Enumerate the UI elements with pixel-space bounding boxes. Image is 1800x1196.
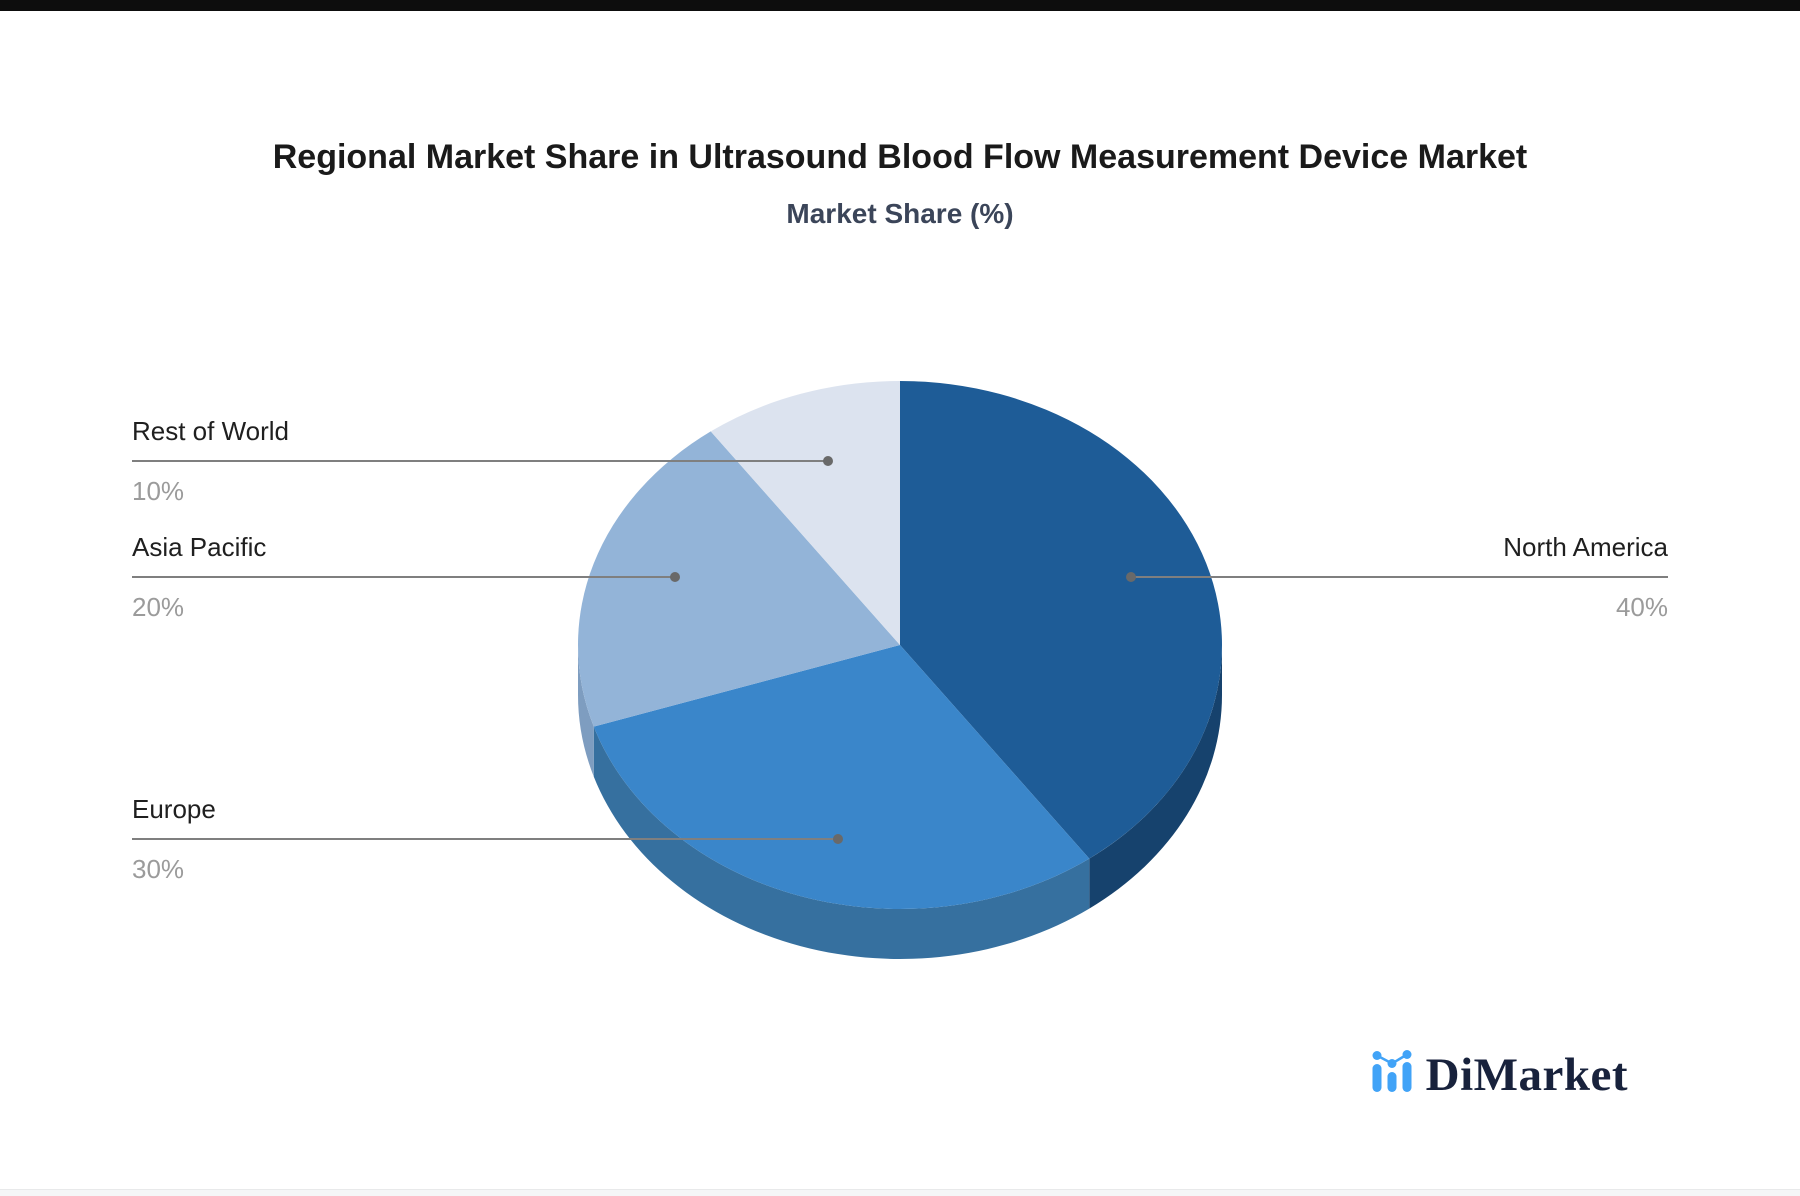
logo-wordmark: DiMarket [1425,1049,1628,1101]
pie-slice-north-america [900,381,1223,859]
slice-value-rest-of-world: 10% [132,476,185,506]
leader-dot-europe [833,834,843,844]
leader-dot-asia-pacific [670,572,680,582]
slice-label-asia-pacific: Asia Pacific [132,532,267,562]
leader-line-europe [132,838,838,840]
leader-line-asia-pacific [132,576,675,578]
slice-value-europe: 30% [132,854,185,884]
leader-line-rest-of-world [132,460,828,462]
slice-label-europe: Europe [132,794,216,824]
chart-title: Regional Market Share in Ultrasound Bloo… [272,138,1528,176]
slice-value-north-america: 40% [1615,592,1668,622]
pie-slice-rest-of-world [710,381,900,645]
bottom-edge-bar [0,1189,1800,1196]
chart-subtitle: Market Share (%) [786,198,1014,229]
dimarket-logo: DiMarket [1371,1050,1628,1100]
pie-side-north-america [1089,645,1222,909]
bar-line-chart-icon [1372,1050,1412,1092]
pie-slice-europe [593,645,1090,910]
slice-label-rest-of-world: Rest of World [132,416,290,446]
slice-value-asia-pacific: 20% [132,592,185,622]
pie-slice-asia-pacific [577,431,900,727]
leader-dot-north-america [1126,572,1136,582]
top-edge-bar [0,0,1800,11]
slice-label-north-america: North America [1503,532,1668,562]
leader-dot-rest-of-world [823,456,833,466]
pie-side-europe [593,726,1090,960]
pie-side-asia-pacific [578,645,594,777]
leader-line-north-america [1131,576,1668,578]
